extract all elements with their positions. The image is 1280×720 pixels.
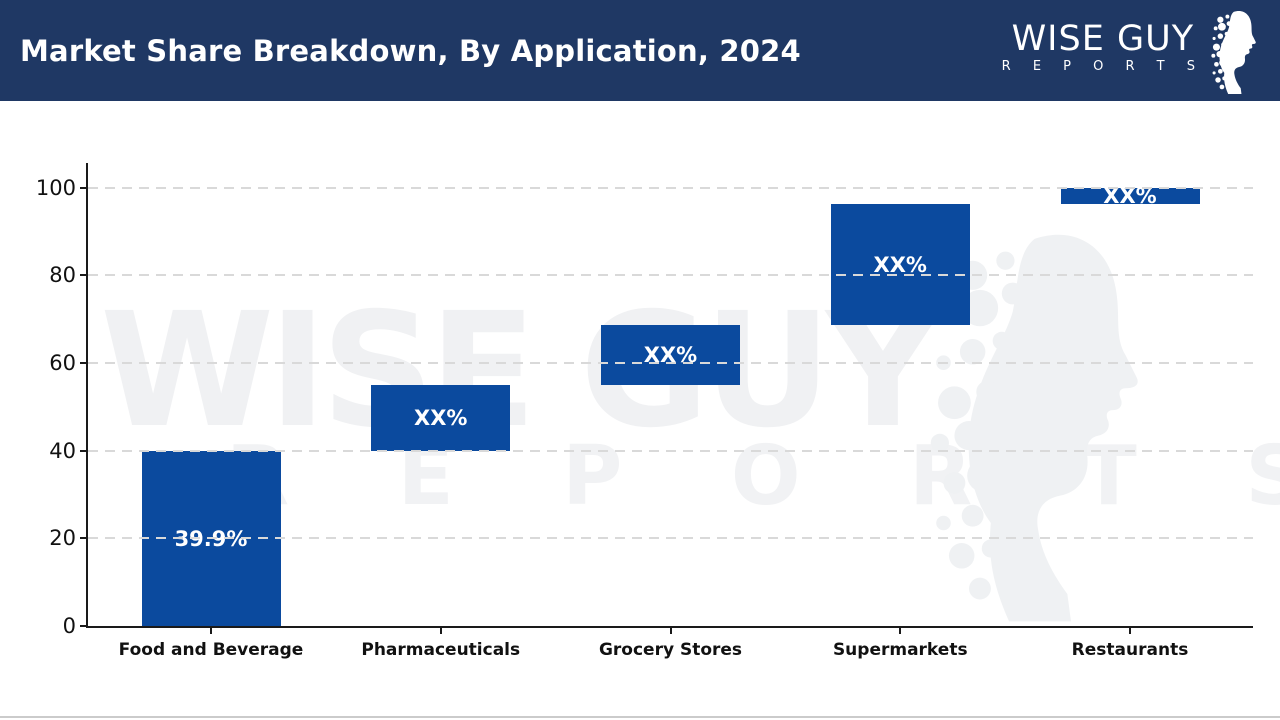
y-tick-20 xyxy=(80,537,88,540)
bottom-divider xyxy=(0,716,1280,718)
logo-subtitle: R E P O R T S xyxy=(1001,58,1204,74)
bar-restaurants: XX% xyxy=(1060,184,1200,208)
y-axis-spine xyxy=(86,162,88,628)
x-tick-label-supermarkets: Supermarkets xyxy=(832,640,968,660)
y-tick-label-100: 100 xyxy=(35,175,76,200)
waterfall-chart: 39.9% XX% XX% XX% XX% 0 20 40 60 80 100 Food and Be… xyxy=(0,101,1280,716)
gridline-40 xyxy=(88,449,1253,452)
x-tick-label-restaurants: Restaurants xyxy=(1071,640,1189,660)
y-tick-40 xyxy=(80,449,88,452)
watermark-wordmark: WISE GUY xyxy=(100,279,940,463)
x-tick-food-and-beverage xyxy=(210,626,212,634)
x-tick-pharmaceuticals xyxy=(439,626,442,634)
y-tick-label-60: 60 xyxy=(49,350,76,375)
chart-title: Market Share Breakdown, By Application, … xyxy=(20,33,801,68)
x-tick-label-grocery-stores: Grocery Stores xyxy=(598,640,743,660)
x-tick-supermarkets xyxy=(899,626,902,634)
x-tick-restaurants xyxy=(1129,626,1131,634)
bar-pharmaceuticals: XX% xyxy=(371,384,511,452)
y-tick-0 xyxy=(80,625,88,627)
y-tick-100 xyxy=(80,186,88,189)
gridline-80 xyxy=(88,274,1253,277)
gridline-60 xyxy=(88,361,1253,364)
gridline-100 xyxy=(88,186,1253,189)
wiseguy-logo: WISE GUY R E P O R T S xyxy=(1002,6,1266,96)
y-tick-80 xyxy=(80,274,88,277)
x-tick-grocery-stores xyxy=(669,626,672,634)
bar-value-label: XX% xyxy=(873,252,927,277)
watermark-face-icon xyxy=(930,234,1138,622)
logo-wordmark: WISE GUY xyxy=(1011,19,1195,59)
x-axis-spine xyxy=(86,626,1253,628)
y-tick-label-80: 80 xyxy=(49,263,76,288)
header-bar: Market Share Breakdown, By Application, … xyxy=(0,0,1280,101)
bar-supermarkets: XX% xyxy=(830,204,970,326)
y-tick-label-40: 40 xyxy=(49,438,76,463)
bar-value-label: XX% xyxy=(414,405,468,430)
wiseguy-face-icon xyxy=(1211,11,1256,94)
wiseguy-logo-text: WISE GUY R E P O R T S xyxy=(1002,20,1204,74)
y-tick-label-0: 0 xyxy=(62,614,76,638)
gridline-20 xyxy=(88,537,1253,540)
x-tick-label-pharmaceuticals: Pharmaceuticals xyxy=(361,640,521,660)
y-tick-60 xyxy=(80,361,88,364)
bar-grocery-stores: XX% xyxy=(601,325,740,385)
x-tick-label-food-and-beverage: Food and Beverage xyxy=(118,640,304,660)
y-tick-label-20: 20 xyxy=(49,526,76,551)
